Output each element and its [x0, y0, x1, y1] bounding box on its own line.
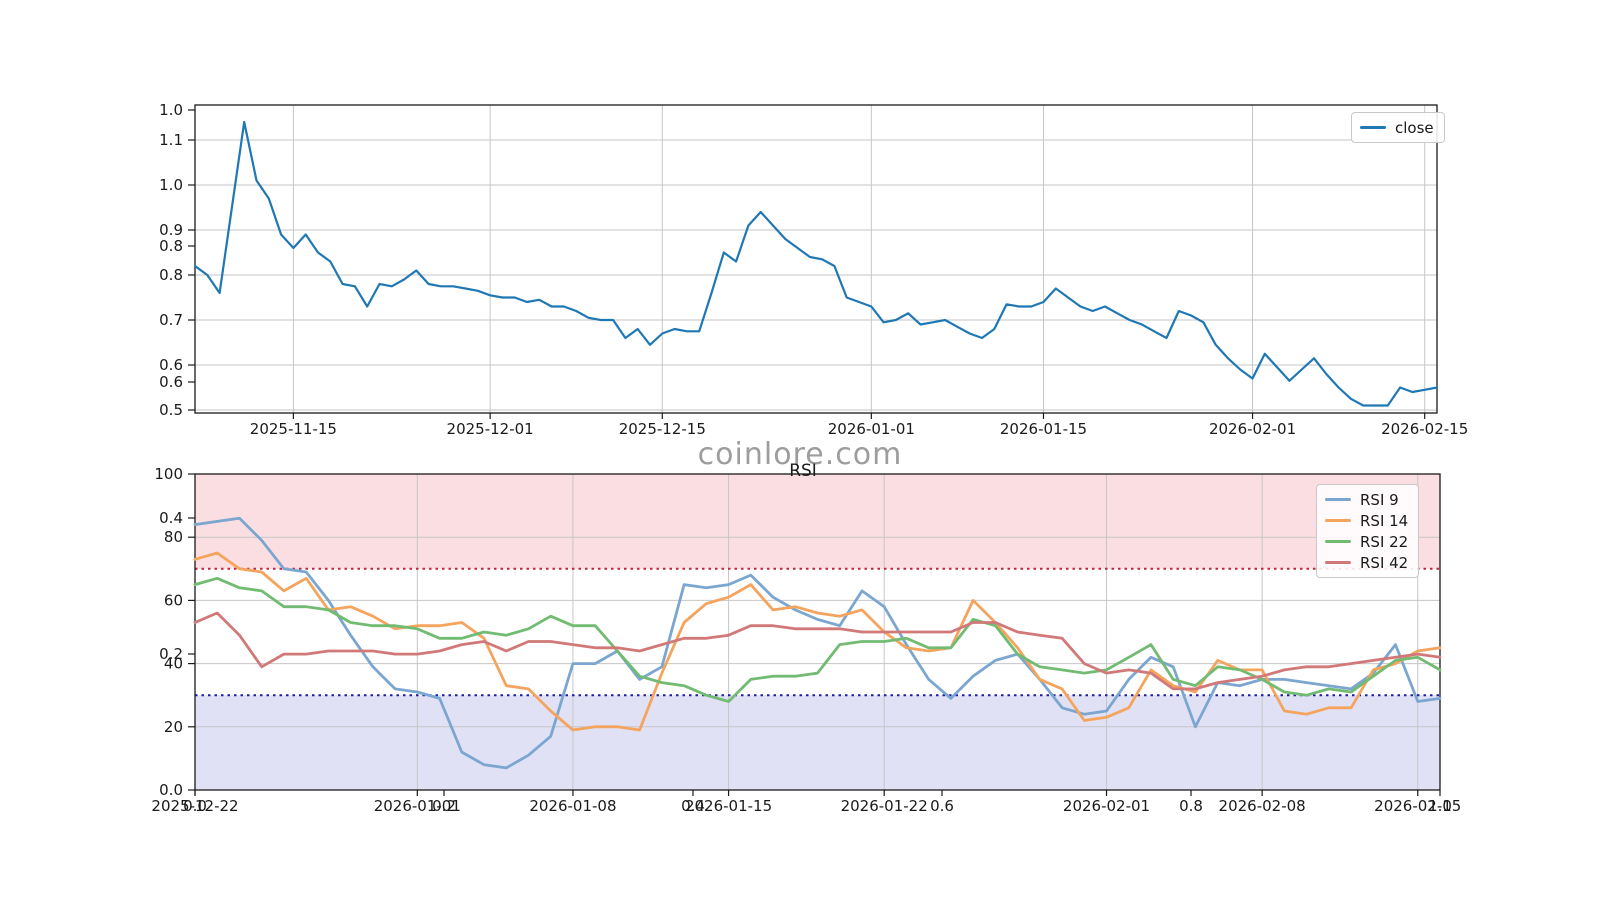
price-plot-border	[194, 104, 1438, 414]
x-tick-label-date: 2026-02-08	[1219, 797, 1306, 815]
legend-item-close: close	[1360, 117, 1434, 138]
x-tick-label-date: 2026-02-15	[1381, 420, 1468, 438]
close-line	[193, 120, 1439, 407]
legend-label-rsi-14: RSI 14	[1360, 511, 1409, 530]
rsi-14-line-swatch	[1325, 519, 1351, 522]
x-tick-label-date: 2025-12-15	[619, 420, 706, 438]
rsi-line-rsi-42	[193, 611, 1442, 691]
legend-item-rsi-9: RSI 9	[1325, 489, 1408, 510]
band-overbought	[195, 474, 1440, 569]
y-tick-label-rsi: 100	[154, 465, 183, 483]
legend-label-close: close	[1395, 118, 1434, 137]
x-tick-label-normalized: 0.6	[930, 797, 954, 815]
x-tick-label-date: 2025-12-22	[151, 797, 238, 815]
rsi-legend: RSI 9 RSI 14 RSI 22 RSI 42	[1316, 484, 1420, 578]
band-oversold	[195, 695, 1440, 790]
y-tick-label-price: 0.8	[159, 266, 183, 284]
rsi-line-rsi-22	[193, 576, 1442, 703]
rsi-line-rsi-9	[193, 516, 1442, 770]
y-tick-label-rsi: 60	[164, 591, 183, 609]
x-tick-label-normalized: 0.2	[432, 797, 456, 815]
watermark: coinlore.com	[697, 437, 903, 472]
rsi-plot-border	[194, 473, 1441, 791]
y-tick-label-normalized: 0.4	[159, 509, 183, 527]
y-tick-label-price: 1.1	[159, 131, 183, 149]
x-tick-label-normalized: 0.4	[681, 797, 705, 815]
legend-label-rsi-22: RSI 22	[1360, 532, 1409, 551]
y-tick-label-normalized: 0.2	[159, 645, 183, 663]
y-tick-label-rsi: 20	[164, 718, 183, 736]
y-tick-label-normalized: 0.6	[159, 373, 183, 391]
legend-item-rsi-22: RSI 22	[1325, 531, 1408, 552]
legend-item-rsi-14: RSI 14	[1325, 510, 1408, 531]
rsi-42-line-swatch	[1325, 561, 1351, 564]
y-tick-label-normalized: 1.0	[159, 101, 183, 119]
rsi-9-line-swatch	[1325, 498, 1351, 501]
y-tick-label-price: 0.7	[159, 311, 183, 329]
x-tick-label-normalized: 0.0	[183, 797, 207, 815]
x-tick-label-date: 2025-11-15	[250, 420, 337, 438]
y-tick-label-price: 1.0	[159, 176, 183, 194]
y-tick-label-price: 0.6	[159, 356, 183, 374]
y-tick-label-normalized: 0.8	[159, 237, 183, 255]
legend-label-rsi-42: RSI 42	[1360, 553, 1409, 572]
y-tick-label-rsi: 80	[164, 528, 183, 546]
rsi-chart-title: RSI	[789, 461, 817, 481]
x-tick-label-normalized: 1.0	[1428, 797, 1452, 815]
x-tick-label-date: 2026-02-01	[1063, 797, 1150, 815]
x-tick-label-date: 2026-01-15	[685, 797, 772, 815]
y-tick-label-rsi: 40	[164, 655, 183, 673]
x-tick-label-date: 2026-01-15	[1000, 420, 1087, 438]
y-tick-label-normalized: 0.0	[159, 781, 183, 799]
x-tick-label-date: 2026-01-22	[841, 797, 928, 815]
close-line-swatch	[1360, 126, 1386, 129]
x-tick-label-date: 2026-02-15	[1374, 797, 1461, 815]
y-tick-label-price: 0.5	[159, 401, 183, 419]
x-tick-label-date: 2025-12-01	[447, 420, 534, 438]
price-legend: close	[1351, 112, 1445, 143]
x-tick-label-date: 2026-01-01	[828, 420, 915, 438]
legend-label-rsi-9: RSI 9	[1360, 490, 1399, 509]
x-tick-label-date: 2026-01-08	[529, 797, 616, 815]
x-tick-label-normalized: 0.8	[1179, 797, 1203, 815]
x-tick-label-date: 2026-02-01	[1209, 420, 1296, 438]
y-tick-label-price: 0.9	[159, 221, 183, 239]
x-tick-label-date: 2026-01-01	[374, 797, 461, 815]
rsi-22-line-swatch	[1325, 540, 1351, 543]
legend-item-rsi-42: RSI 42	[1325, 552, 1408, 573]
